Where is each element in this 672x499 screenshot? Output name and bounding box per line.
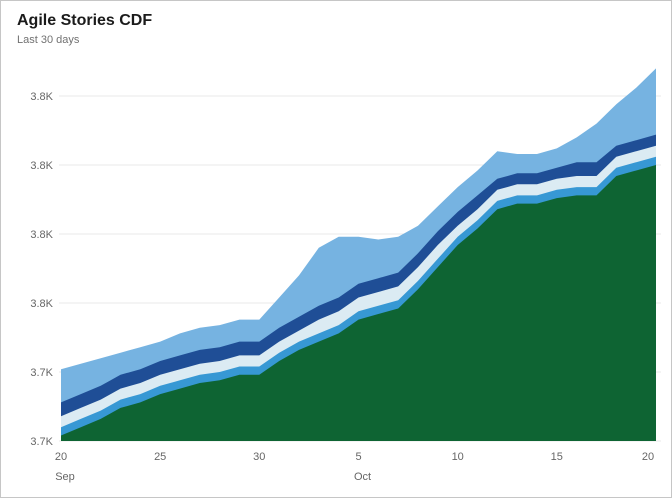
x-axis-month-label: Sep bbox=[55, 471, 75, 483]
y-axis-label: 3.7K bbox=[30, 367, 53, 379]
x-axis-label: 30 bbox=[253, 451, 265, 463]
x-axis-label: 20 bbox=[55, 451, 67, 463]
area-band-1-dark-green bbox=[61, 165, 656, 441]
x-axis-label: 10 bbox=[452, 451, 464, 463]
x-axis-label: 25 bbox=[154, 451, 166, 463]
y-axis-label: 3.8K bbox=[30, 160, 53, 172]
y-axis-label: 3.7K bbox=[30, 436, 53, 448]
x-axis-label: 5 bbox=[355, 451, 361, 463]
y-axis-label: 3.8K bbox=[30, 91, 53, 103]
y-axis-label: 3.8K bbox=[30, 298, 53, 310]
chart-title: Agile Stories CDF bbox=[17, 12, 153, 29]
chart-subtitle: Last 30 days bbox=[17, 34, 80, 46]
chart-header: Agile Stories CDF Last 30 days bbox=[17, 11, 152, 46]
x-axis-label: 15 bbox=[551, 451, 563, 463]
x-axis-label: 20 bbox=[642, 451, 654, 463]
y-axis-label: 3.8K bbox=[30, 229, 53, 241]
x-axis-month-label: Oct bbox=[354, 471, 371, 483]
